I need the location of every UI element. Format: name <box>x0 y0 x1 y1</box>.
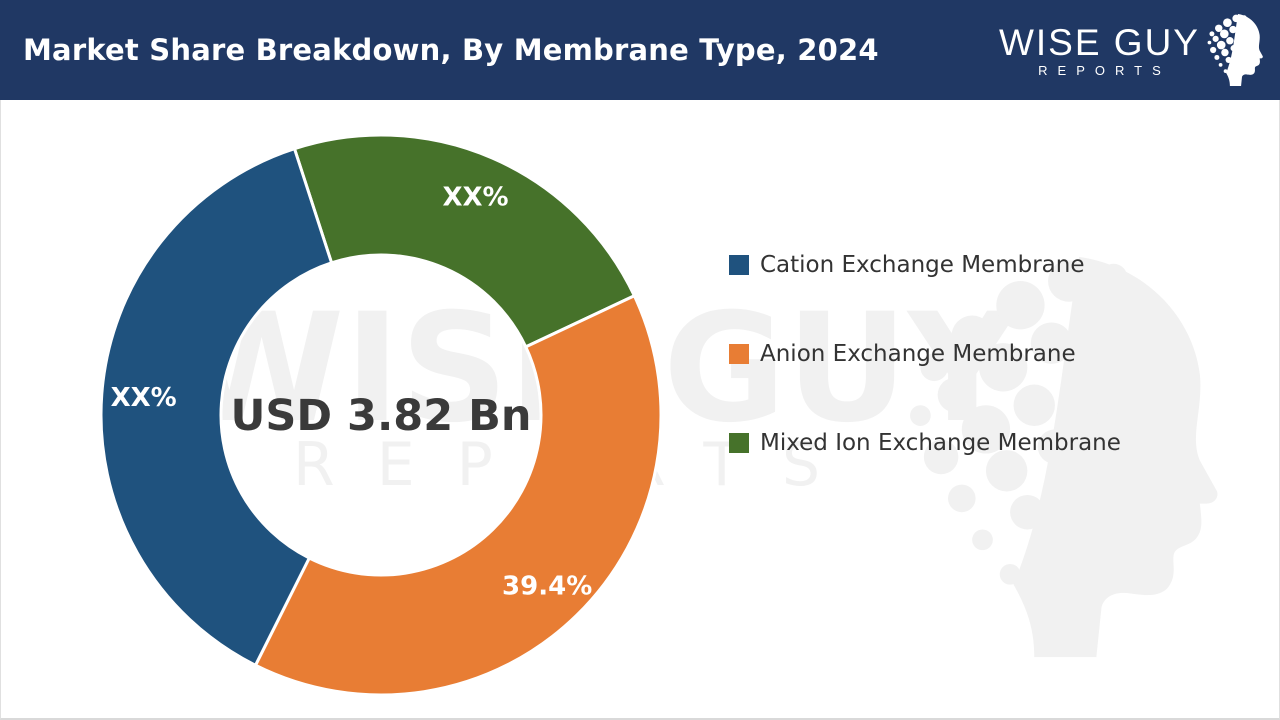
legend-label: Mixed Ion Exchange Membrane <box>760 430 1121 456</box>
donut-center-value: USD 3.82 Bn <box>231 391 532 441</box>
header-bar: Market Share Breakdown, By Membrane Type… <box>0 0 1280 100</box>
slice-label-0: XX% <box>442 183 508 213</box>
donut-chart: XX% 39.4% XX% USD 3.82 Bn <box>99 133 663 697</box>
chart-legend: Cation Exchange Membrane Anion Exchange … <box>729 252 1121 456</box>
legend-swatch-orange <box>729 344 749 364</box>
chart-area: WISE GUY REPORTS XX%39.4%XX% USD 3.82 Bn… <box>0 100 1280 720</box>
donut-slice-labels: XX% 39.4% XX% <box>111 183 593 602</box>
legend-item-cation: Cation Exchange Membrane <box>729 252 1121 278</box>
slice-label-1: 39.4% <box>502 571 592 601</box>
logo-face-icon <box>1202 9 1264 91</box>
page-title: Market Share Breakdown, By Membrane Type… <box>23 33 879 67</box>
legend-swatch-green <box>729 433 749 453</box>
legend-item-anion: Anion Exchange Membrane <box>729 341 1121 367</box>
legend-label: Cation Exchange Membrane <box>760 252 1085 278</box>
donut-slices <box>99 133 663 697</box>
donut-slice-1 <box>253 294 663 697</box>
legend-swatch-blue <box>729 255 749 275</box>
legend-item-mixed-ion: Mixed Ion Exchange Membrane <box>729 430 1121 456</box>
wise-guy-reports-logo: WISE GUY REPORTS <box>999 0 1264 100</box>
logo-text: WISE GUY REPORTS <box>999 24 1200 77</box>
logo-wordmark: WISE GUY <box>998 21 1200 63</box>
donut-slice-2 <box>99 147 334 667</box>
logo-subtitle: REPORTS <box>1038 62 1171 78</box>
slice-label-2: XX% <box>111 383 177 413</box>
legend-label: Anion Exchange Membrane <box>760 341 1076 367</box>
donut-slice-0 <box>292 133 636 349</box>
